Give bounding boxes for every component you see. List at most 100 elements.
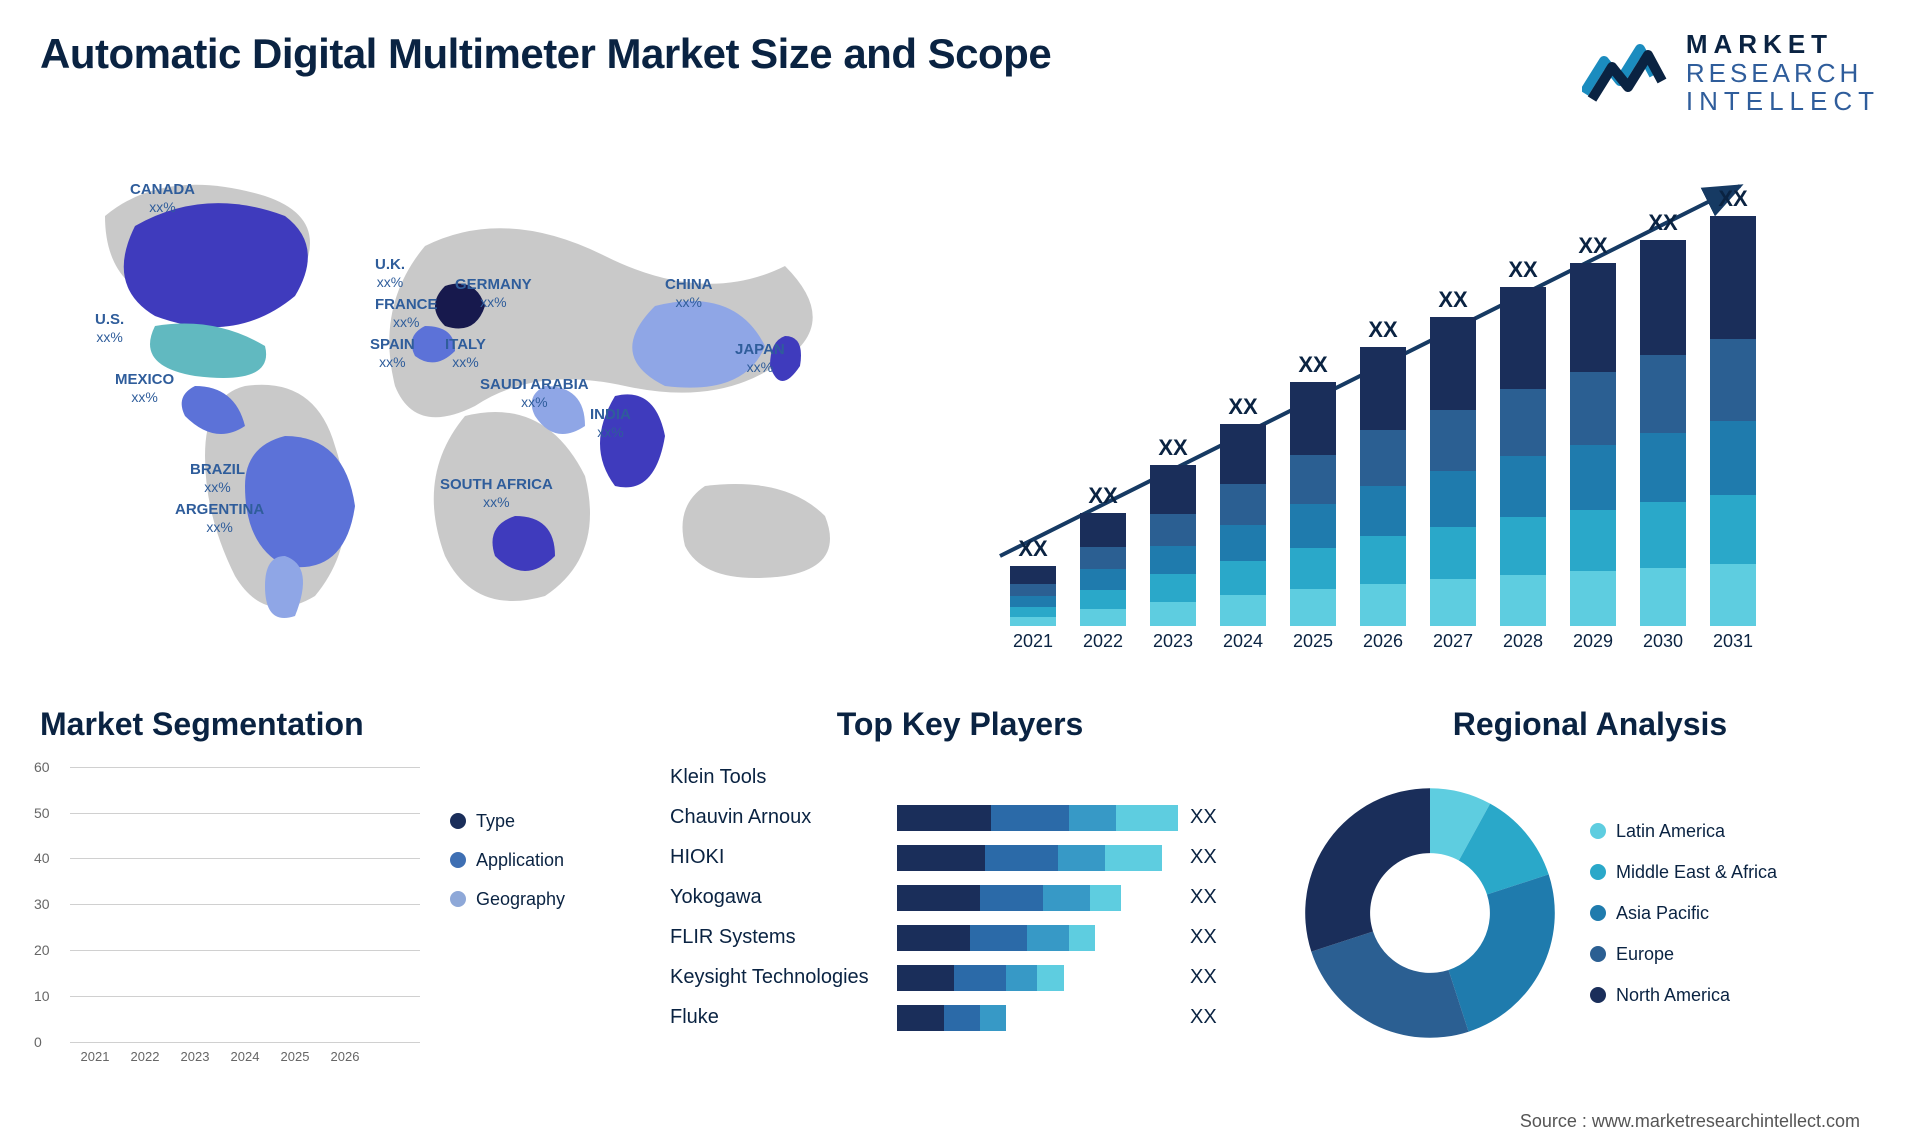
forecast-bar [1570, 263, 1616, 625]
kp-value: XX [1190, 926, 1230, 949]
forecast-year-label: 2031 [1703, 631, 1763, 652]
kp-name: FLIR Systems [670, 926, 885, 949]
forecast-bar [1360, 347, 1406, 626]
segmentation-title: Market Segmentation [40, 706, 620, 743]
seg-ytick: 0 [34, 1034, 42, 1050]
donut-slice [1449, 875, 1555, 1032]
kp-name: Klein Tools [670, 766, 885, 789]
forecast-year-label: 2030 [1633, 631, 1693, 652]
forecast-year-label: 2021 [1003, 631, 1063, 652]
seg-legend-item: Application [450, 850, 620, 871]
map-label: U.S.xx% [95, 311, 124, 346]
segmentation-legend: Type Application Geography [450, 761, 620, 1066]
kp-row: FlukeXX [670, 1001, 1230, 1035]
kp-name: Keysight Technologies [670, 966, 885, 989]
forecast-bar [1640, 240, 1686, 626]
forecast-bar [1710, 216, 1756, 626]
forecast-value-label: XX [1353, 317, 1413, 343]
map-label: SPAINxx% [370, 336, 415, 371]
map-label: GERMANYxx% [455, 276, 532, 311]
donut-slice [1311, 932, 1468, 1038]
brand-line2: RESEARCH [1686, 59, 1880, 88]
regional-legend: Latin America Middle East & Africa Asia Pa… [1590, 821, 1777, 1006]
regional-legend-item: Middle East & Africa [1590, 862, 1777, 883]
brand-line1: MARKET [1686, 30, 1880, 59]
forecast-value-label: XX [1143, 435, 1203, 461]
forecast-bar [1290, 382, 1336, 626]
forecast-year-label: 2025 [1283, 631, 1343, 652]
map-label: BRAZILxx% [190, 461, 245, 496]
donut-slice [1305, 788, 1430, 951]
seg-year-label: 2024 [225, 1049, 265, 1064]
forecast-value-label: XX [1703, 186, 1763, 212]
map-label: CANADAxx% [130, 181, 195, 216]
segmentation-chart: 0102030405060202120222023202420252026 [40, 761, 420, 1066]
brand-mark-icon [1582, 41, 1672, 105]
regional-title: Regional Analysis [1300, 706, 1880, 743]
forecast-bar [1220, 424, 1266, 626]
page-title: Automatic Digital Multimeter Market Size… [40, 30, 1051, 78]
kp-row: YokogawaXX [670, 881, 1230, 915]
key-players-panel: Top Key Players Klein Tools Chauvin Arnou… [670, 706, 1250, 1066]
forecast-value-label: XX [1423, 287, 1483, 313]
kp-value: XX [1190, 806, 1230, 829]
forecast-value-label: XX [1073, 483, 1133, 509]
seg-ytick: 20 [34, 942, 50, 958]
kp-row: Chauvin Arnoux XX [670, 801, 1230, 835]
forecast-chart: 2021 XX 2022 XX 2023 XX 2024 XX 2025 XX 2026 XX 2027… [970, 156, 1880, 656]
regional-legend-item: Europe [1590, 944, 1777, 965]
seg-legend-item: Type [450, 811, 620, 832]
seg-ytick: 30 [34, 896, 50, 912]
forecast-year-label: 2029 [1563, 631, 1623, 652]
kp-row: Klein Tools [670, 761, 1230, 795]
forecast-value-label: XX [1493, 257, 1553, 283]
forecast-value-label: XX [1213, 394, 1273, 420]
seg-year-label: 2022 [125, 1049, 165, 1064]
regional-donut-chart [1300, 783, 1560, 1043]
forecast-value-label: XX [1283, 352, 1343, 378]
map-label: JAPANxx% [735, 341, 785, 376]
forecast-year-label: 2024 [1213, 631, 1273, 652]
world-map: CANADAxx% U.S.xx% MEXICOxx% BRAZILxx% ARGENT… [40, 156, 930, 656]
map-label: SOUTH AFRICAxx% [440, 476, 553, 511]
map-label: U.K.xx% [375, 256, 405, 291]
regional-legend-item: Asia Pacific [1590, 903, 1777, 924]
map-label: ARGENTINAxx% [175, 501, 264, 536]
kp-value: XX [1190, 846, 1230, 869]
kp-row: FLIR Systems XX [670, 921, 1230, 955]
seg-ytick: 40 [34, 850, 50, 866]
kp-name: HIOKI [670, 846, 885, 869]
forecast-year-label: 2028 [1493, 631, 1553, 652]
key-players-title: Top Key Players [670, 706, 1250, 743]
map-label: FRANCExx% [375, 296, 438, 331]
regional-legend-item: North America [1590, 985, 1777, 1006]
map-label: MEXICOxx% [115, 371, 174, 406]
map-label: CHINAxx% [665, 276, 713, 311]
map-label: ITALYxx% [445, 336, 486, 371]
seg-year-label: 2026 [325, 1049, 365, 1064]
regional-panel: Regional Analysis Latin America Middle Ea… [1300, 706, 1880, 1066]
seg-year-label: 2025 [275, 1049, 315, 1064]
kp-row: Keysight Technologies XX [670, 961, 1230, 995]
forecast-bar [1080, 513, 1126, 626]
forecast-value-label: XX [1633, 210, 1693, 236]
kp-value: XX [1190, 966, 1230, 989]
kp-value: XX [1190, 886, 1230, 909]
kp-value: XX [1190, 1006, 1230, 1029]
seg-ytick: 10 [34, 988, 50, 1004]
map-label: INDIAxx% [590, 406, 631, 441]
forecast-year-label: 2027 [1423, 631, 1483, 652]
forecast-value-label: XX [1563, 233, 1623, 259]
forecast-bar [1430, 317, 1476, 626]
seg-legend-item: Geography [450, 889, 620, 910]
forecast-year-label: 2023 [1143, 631, 1203, 652]
forecast-value-label: XX [1003, 536, 1063, 562]
forecast-year-label: 2026 [1353, 631, 1413, 652]
forecast-year-label: 2022 [1073, 631, 1133, 652]
regional-legend-item: Latin America [1590, 821, 1777, 842]
kp-name: Chauvin Arnoux [670, 806, 885, 829]
map-label: SAUDI ARABIAxx% [480, 376, 589, 411]
seg-year-label: 2023 [175, 1049, 215, 1064]
seg-ytick: 50 [34, 805, 50, 821]
brand-logo: MARKET RESEARCH INTELLECT [1582, 30, 1880, 116]
